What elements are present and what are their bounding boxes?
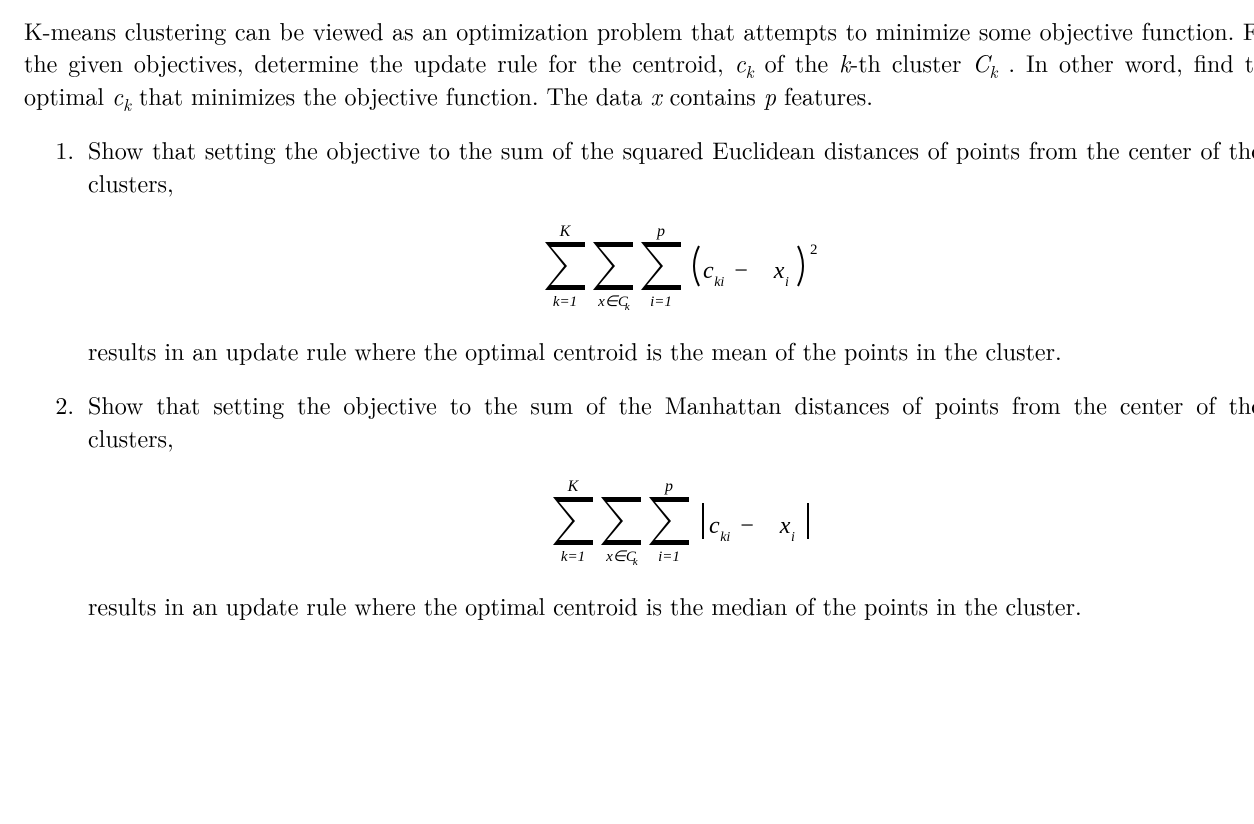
svg-text:x: x [772,258,784,284]
svg-text:p: p [656,223,665,240]
svg-text:ki: ki [714,275,724,290]
problem-item-1: Show that setting the objective to the s… [82,133,1254,366]
svg-text:i=1: i=1 [650,294,672,310]
svg-text:K: K [558,223,571,240]
var-c: c [112,78,123,112]
var-p: p [764,78,776,112]
svg-text:ki: ki [720,530,730,545]
problem-lead: Show that setting the objective to the s… [88,388,1254,453]
svg-text:x: x [778,513,790,539]
svg-text:K: K [566,478,579,495]
text: -th cluster [850,45,972,79]
text: that minimizes the objective function. T… [131,78,650,112]
formula-euclidean: Kk=1x∈Ckpi=1cki − xi2 [88,220,1254,312]
svg-text:i: i [791,530,795,545]
svg-text:k=1: k=1 [560,549,584,565]
text: contains [662,78,764,112]
problem-item-2: Show that setting the objective to the s… [82,388,1254,621]
svg-text:k: k [632,556,638,565]
svg-text:p: p [664,478,673,495]
svg-text:2: 2 [810,242,818,258]
formula-manhattan: Kk=1x∈Ckpi=1cki − xi [88,475,1254,567]
problem-list: Show that setting the objective to the s… [24,133,1254,621]
var-c: c [735,45,746,79]
sub-k: k [123,93,131,117]
svg-text:−: − [740,513,754,539]
problem-tail: results in an update rule where the opti… [88,334,1254,366]
problem-tail: results in an update rule where the opti… [88,589,1254,621]
svg-text:i: i [785,275,789,290]
intro-paragraph: K-means clustering can be viewed as an o… [24,14,1254,111]
text: features. [776,78,873,112]
svg-text:c: c [709,513,720,539]
svg-text:−: − [734,258,748,284]
var-x: x [650,78,661,112]
text: of the [754,45,840,79]
problem-lead: Show that setting the objective to the s… [88,133,1254,198]
svg-text:i=1: i=1 [658,549,680,565]
var-Ck: C [972,45,989,79]
svg-text:k: k [624,301,630,310]
svg-text:k=1: k=1 [552,294,576,310]
var-k: k [839,45,850,79]
svg-text:c: c [703,258,714,284]
